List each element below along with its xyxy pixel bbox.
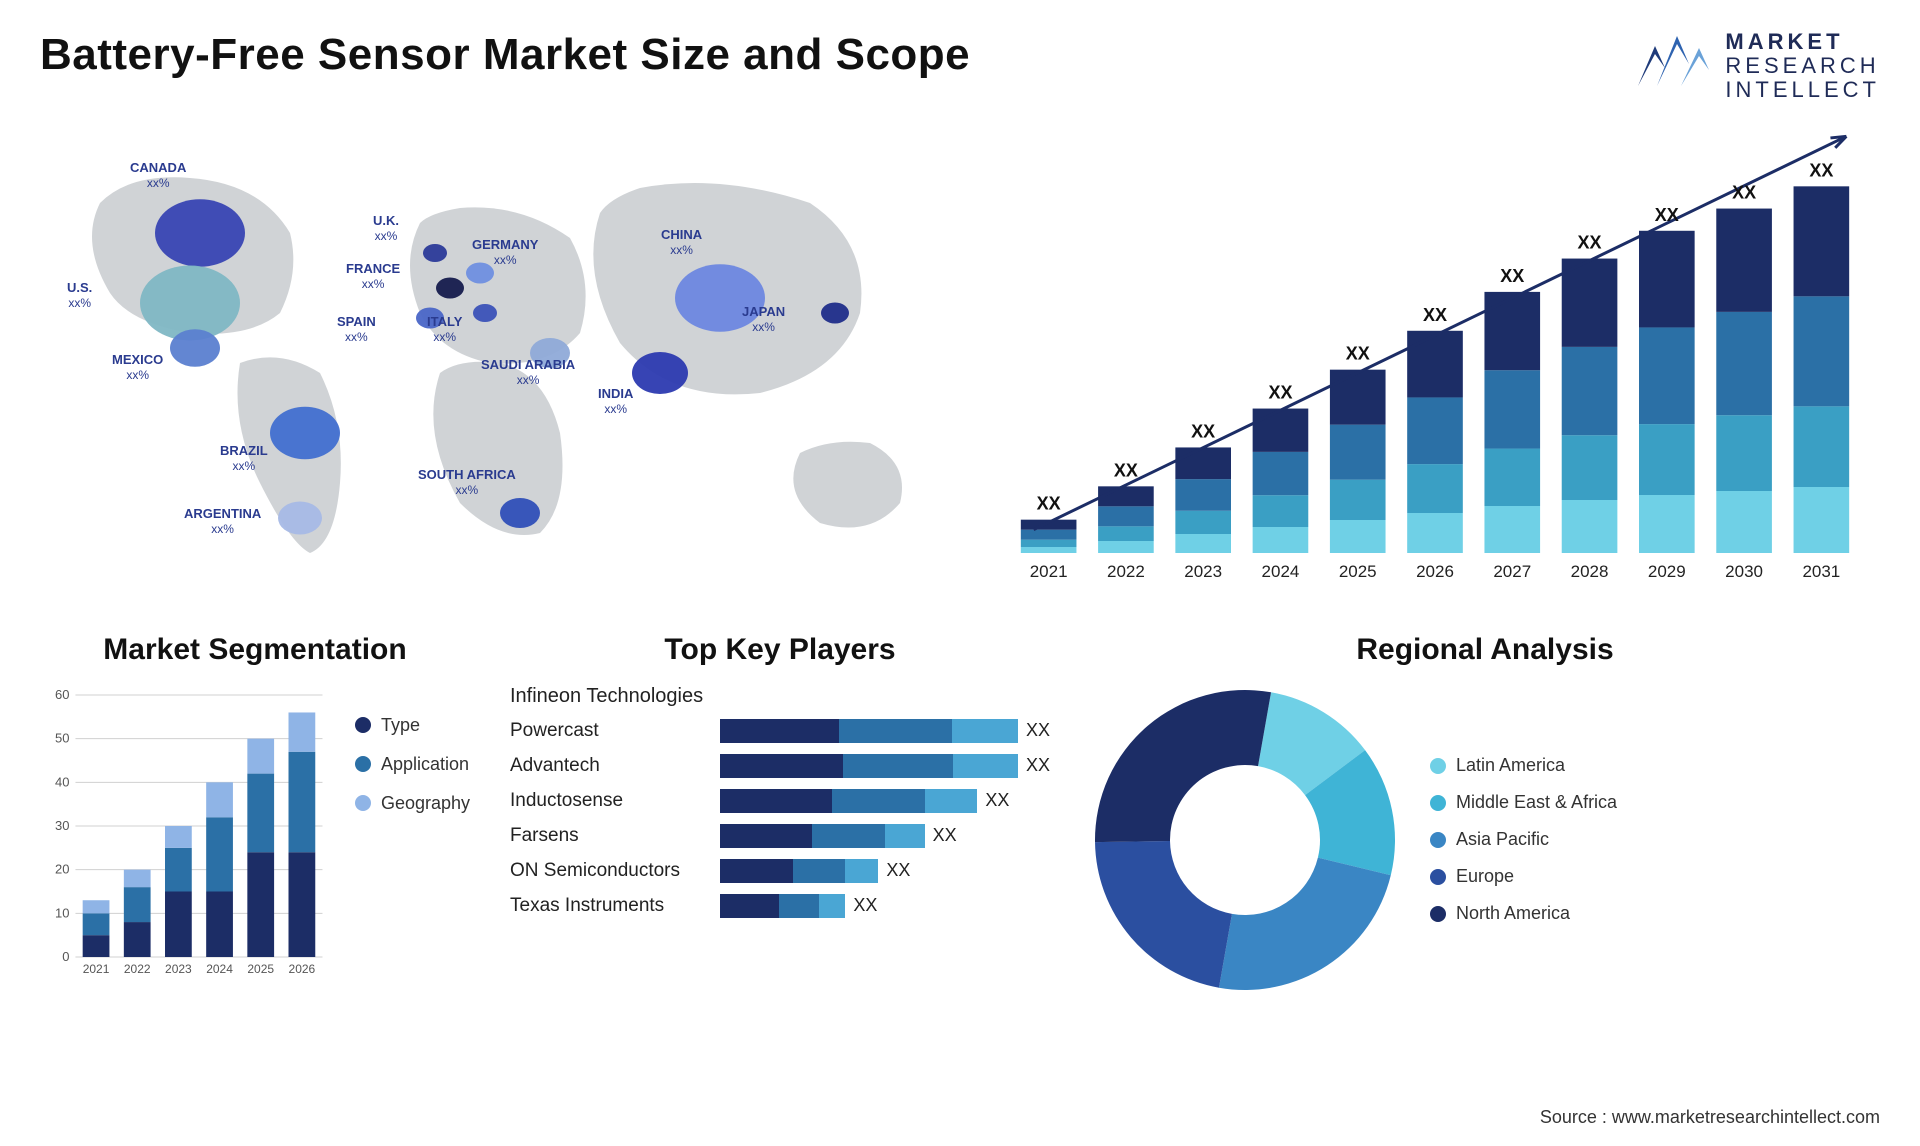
- segmentation-title: Market Segmentation: [40, 633, 470, 667]
- players-header: Infineon Technologies: [510, 685, 1050, 708]
- map-label: U.K.xx%: [373, 214, 399, 244]
- svg-text:2025: 2025: [1339, 562, 1377, 581]
- svg-text:XX: XX: [1037, 493, 1061, 513]
- svg-text:2029: 2029: [1648, 562, 1686, 581]
- logo-line2: RESEARCH: [1725, 54, 1880, 78]
- logo-line3: INTELLECT: [1725, 78, 1880, 102]
- page-title: Battery-Free Sensor Market Size and Scop…: [40, 30, 970, 80]
- svg-text:2021: 2021: [1030, 562, 1068, 581]
- map-label: ARGENTINAxx%: [184, 507, 261, 537]
- map-label: JAPANxx%: [742, 305, 785, 335]
- map-label: ITALYxx%: [427, 315, 462, 345]
- svg-text:2027: 2027: [1493, 562, 1531, 581]
- map-label: GERMANYxx%: [472, 238, 538, 268]
- svg-text:2022: 2022: [1107, 562, 1145, 581]
- svg-text:XX: XX: [1114, 460, 1138, 480]
- segmentation-bar-chart: 0 10 20 30 40 50 60 2021 2022 2023 2024 2025 2026: [40, 685, 335, 985]
- svg-text:2021: 2021: [83, 962, 110, 976]
- svg-text:2031: 2031: [1802, 562, 1840, 581]
- player-row: FarsensXX: [510, 824, 1050, 848]
- legend-item: Europe: [1430, 866, 1617, 887]
- map-label: CANADAxx%: [130, 161, 186, 191]
- logo-icon: [1633, 36, 1713, 96]
- map-label: U.S.xx%: [67, 281, 92, 311]
- svg-text:40: 40: [55, 774, 69, 789]
- svg-text:2023: 2023: [165, 962, 192, 976]
- svg-text:XX: XX: [1191, 421, 1215, 441]
- svg-text:2026: 2026: [1416, 562, 1454, 581]
- top-players-title: Top Key Players: [500, 633, 1060, 667]
- world-map-panel: CANADAxx% U.S.xx% MEXICOxx% BRAZILxx% ARGENT…: [40, 123, 940, 603]
- svg-text:10: 10: [55, 905, 69, 920]
- svg-text:2024: 2024: [206, 962, 233, 976]
- svg-text:XX: XX: [1655, 204, 1679, 224]
- svg-text:XX: XX: [1500, 265, 1524, 285]
- top-players-panel: Top Key Players Infineon Technologies Pow…: [500, 633, 1060, 1033]
- growth-bar-chart: XX 2021 XX 2022 XX 2023 XX 2024 XX 2025 XX 2026 XX 20…: [980, 123, 1880, 603]
- svg-text:2028: 2028: [1571, 562, 1609, 581]
- svg-text:0: 0: [62, 949, 69, 964]
- map-label: SAUDI ARABIAxx%: [481, 358, 575, 388]
- svg-text:XX: XX: [1268, 382, 1292, 402]
- player-row: InductosenseXX: [510, 789, 1050, 813]
- top-players-list: Infineon Technologies PowercastXX Advantec…: [500, 685, 1060, 918]
- legend-item: Geography: [355, 793, 470, 814]
- svg-text:2026: 2026: [289, 962, 316, 976]
- player-row: AdvantechXX: [510, 754, 1050, 778]
- svg-text:XX: XX: [1809, 160, 1833, 180]
- svg-text:XX: XX: [1346, 343, 1370, 363]
- svg-text:20: 20: [55, 861, 69, 876]
- player-row: Texas InstrumentsXX: [510, 894, 1050, 918]
- svg-text:50: 50: [55, 730, 69, 745]
- map-label: MEXICOxx%: [112, 353, 163, 383]
- svg-text:30: 30: [55, 818, 69, 833]
- logo-line1: MARKET: [1725, 30, 1880, 54]
- legend-item: Middle East & Africa: [1430, 792, 1617, 813]
- map-label: SOUTH AFRICAxx%: [418, 468, 516, 498]
- header: Battery-Free Sensor Market Size and Scop…: [40, 30, 1880, 103]
- regional-title: Regional Analysis: [1090, 633, 1880, 667]
- segmentation-panel: Market Segmentation 0 10 20 30 40 50 60 2021 202…: [40, 633, 470, 1033]
- svg-text:XX: XX: [1578, 232, 1602, 252]
- map-label: CHINAxx%: [661, 228, 702, 258]
- legend-item: Asia Pacific: [1430, 829, 1617, 850]
- svg-text:2030: 2030: [1725, 562, 1763, 581]
- map-label: SPAINxx%: [337, 315, 376, 345]
- brand-logo: MARKET RESEARCH INTELLECT: [1633, 30, 1880, 103]
- growth-chart-panel: XX 2021 XX 2022 XX 2023 XX 2024 XX 2025 XX 2026 XX 20…: [980, 123, 1880, 603]
- player-row: PowercastXX: [510, 719, 1050, 743]
- regional-donut-chart: [1090, 685, 1400, 995]
- regional-panel: Regional Analysis Latin America Middle Ea…: [1090, 633, 1880, 1033]
- legend-item: Application: [355, 754, 470, 775]
- legend-item: Type: [355, 715, 470, 736]
- svg-text:2025: 2025: [247, 962, 274, 976]
- svg-text:60: 60: [55, 687, 69, 702]
- svg-text:2022: 2022: [124, 962, 151, 976]
- source-footer: Source : www.marketresearchintellect.com: [1540, 1107, 1880, 1128]
- svg-text:2024: 2024: [1262, 562, 1300, 581]
- legend-item: North America: [1430, 903, 1617, 924]
- svg-text:XX: XX: [1732, 182, 1756, 202]
- player-row: ON SemiconductorsXX: [510, 859, 1050, 883]
- svg-text:2023: 2023: [1184, 562, 1222, 581]
- map-label: INDIAxx%: [598, 387, 633, 417]
- legend-item: Latin America: [1430, 755, 1617, 776]
- map-label: FRANCExx%: [346, 262, 400, 292]
- svg-text:XX: XX: [1423, 304, 1447, 324]
- regional-legend: Latin America Middle East & Africa Asia Pa…: [1430, 755, 1617, 924]
- map-label: BRAZILxx%: [220, 444, 268, 474]
- segmentation-legend: Type Application Geography: [355, 685, 470, 985]
